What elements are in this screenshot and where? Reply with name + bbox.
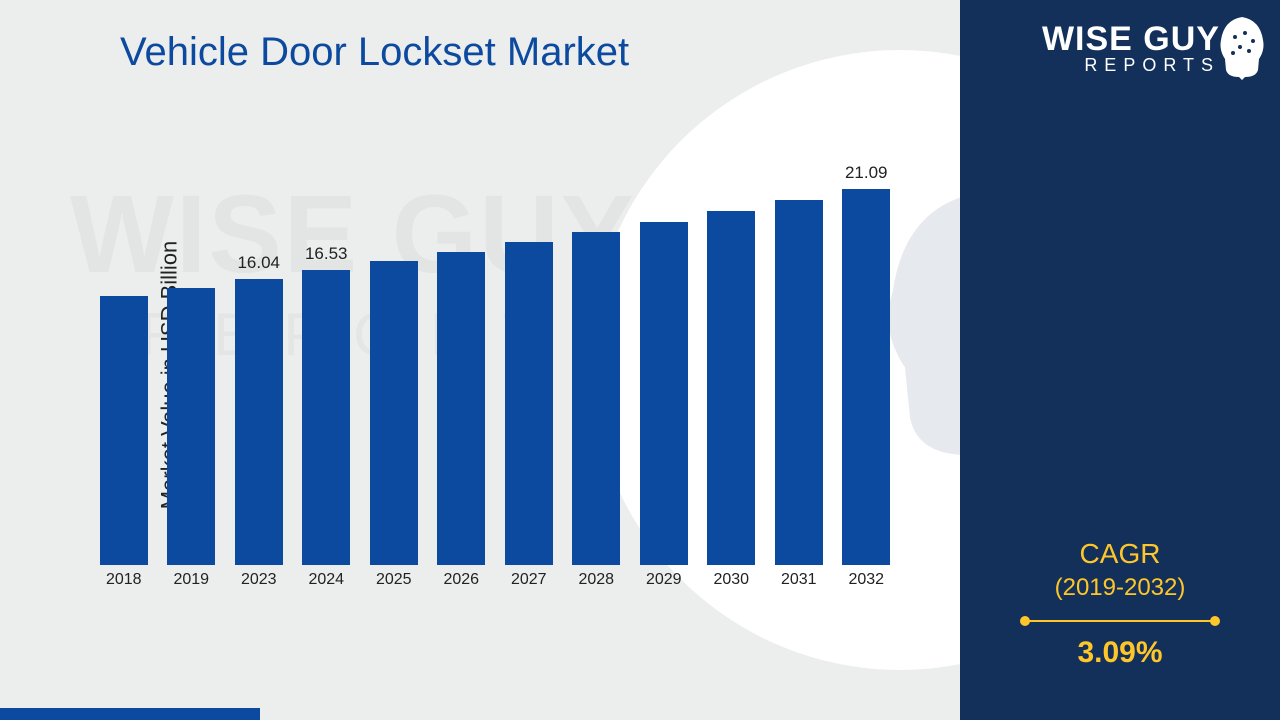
brand-logo: WISE GUY REPORTS	[1042, 20, 1220, 76]
bar-wrap	[765, 155, 833, 565]
bar-value-label: 16.53	[305, 244, 348, 264]
x-tick: 2028	[563, 565, 631, 595]
x-tick: 2031	[765, 565, 833, 595]
x-tick: 2025	[360, 565, 428, 595]
bar	[842, 189, 890, 565]
chart-title: Vehicle Door Lockset Market	[120, 30, 629, 75]
bar	[505, 242, 553, 565]
bar-wrap	[360, 155, 428, 565]
bar-wrap	[158, 155, 226, 565]
x-tick: 2023	[225, 565, 293, 595]
bar	[235, 279, 283, 565]
x-axis: 2018201920232024202520262027202820292030…	[90, 565, 900, 595]
bar	[707, 211, 755, 565]
cagr-value: 3.09%	[1010, 636, 1230, 670]
bar	[572, 232, 620, 565]
bar-wrap: 16.04	[225, 155, 293, 565]
x-tick: 2018	[90, 565, 158, 595]
logo-head-icon	[1215, 15, 1270, 80]
bar	[437, 252, 485, 565]
bar-value-label: 16.04	[237, 253, 280, 273]
logo-main-text: WISE GUY	[1042, 20, 1220, 59]
plot-area: 16.04 16.53 21.09	[90, 155, 900, 565]
x-tick: 2019	[158, 565, 226, 595]
x-tick: 2027	[495, 565, 563, 595]
bar-wrap: 21.09	[833, 155, 901, 565]
x-tick: 2030	[698, 565, 766, 595]
bar-wrap	[90, 155, 158, 565]
bar	[302, 270, 350, 565]
bar-chart: Market Value in USD Billion 16.0416.5321…	[80, 155, 900, 595]
bar	[100, 296, 148, 565]
bar-wrap	[428, 155, 496, 565]
cagr-title: CAGR	[1010, 538, 1230, 570]
bar	[167, 288, 215, 565]
bar-wrap	[563, 155, 631, 565]
x-tick: 2029	[630, 565, 698, 595]
bar-wrap: 16.53	[293, 155, 361, 565]
cagr-section: CAGR (2019-2032) 3.09%	[1010, 538, 1230, 670]
x-tick: 2024	[293, 565, 361, 595]
cagr-divider	[1025, 620, 1215, 622]
bar	[775, 200, 823, 565]
bottom-accent-stripe	[0, 708, 260, 720]
bar-wrap	[698, 155, 766, 565]
cagr-range: (2019-2032)	[1010, 574, 1230, 602]
bar-wrap	[630, 155, 698, 565]
bar-wrap	[495, 155, 563, 565]
bar-value-label: 21.09	[845, 163, 888, 183]
x-tick: 2032	[833, 565, 901, 595]
x-tick: 2026	[428, 565, 496, 595]
bar	[640, 222, 688, 565]
bar	[370, 261, 418, 565]
